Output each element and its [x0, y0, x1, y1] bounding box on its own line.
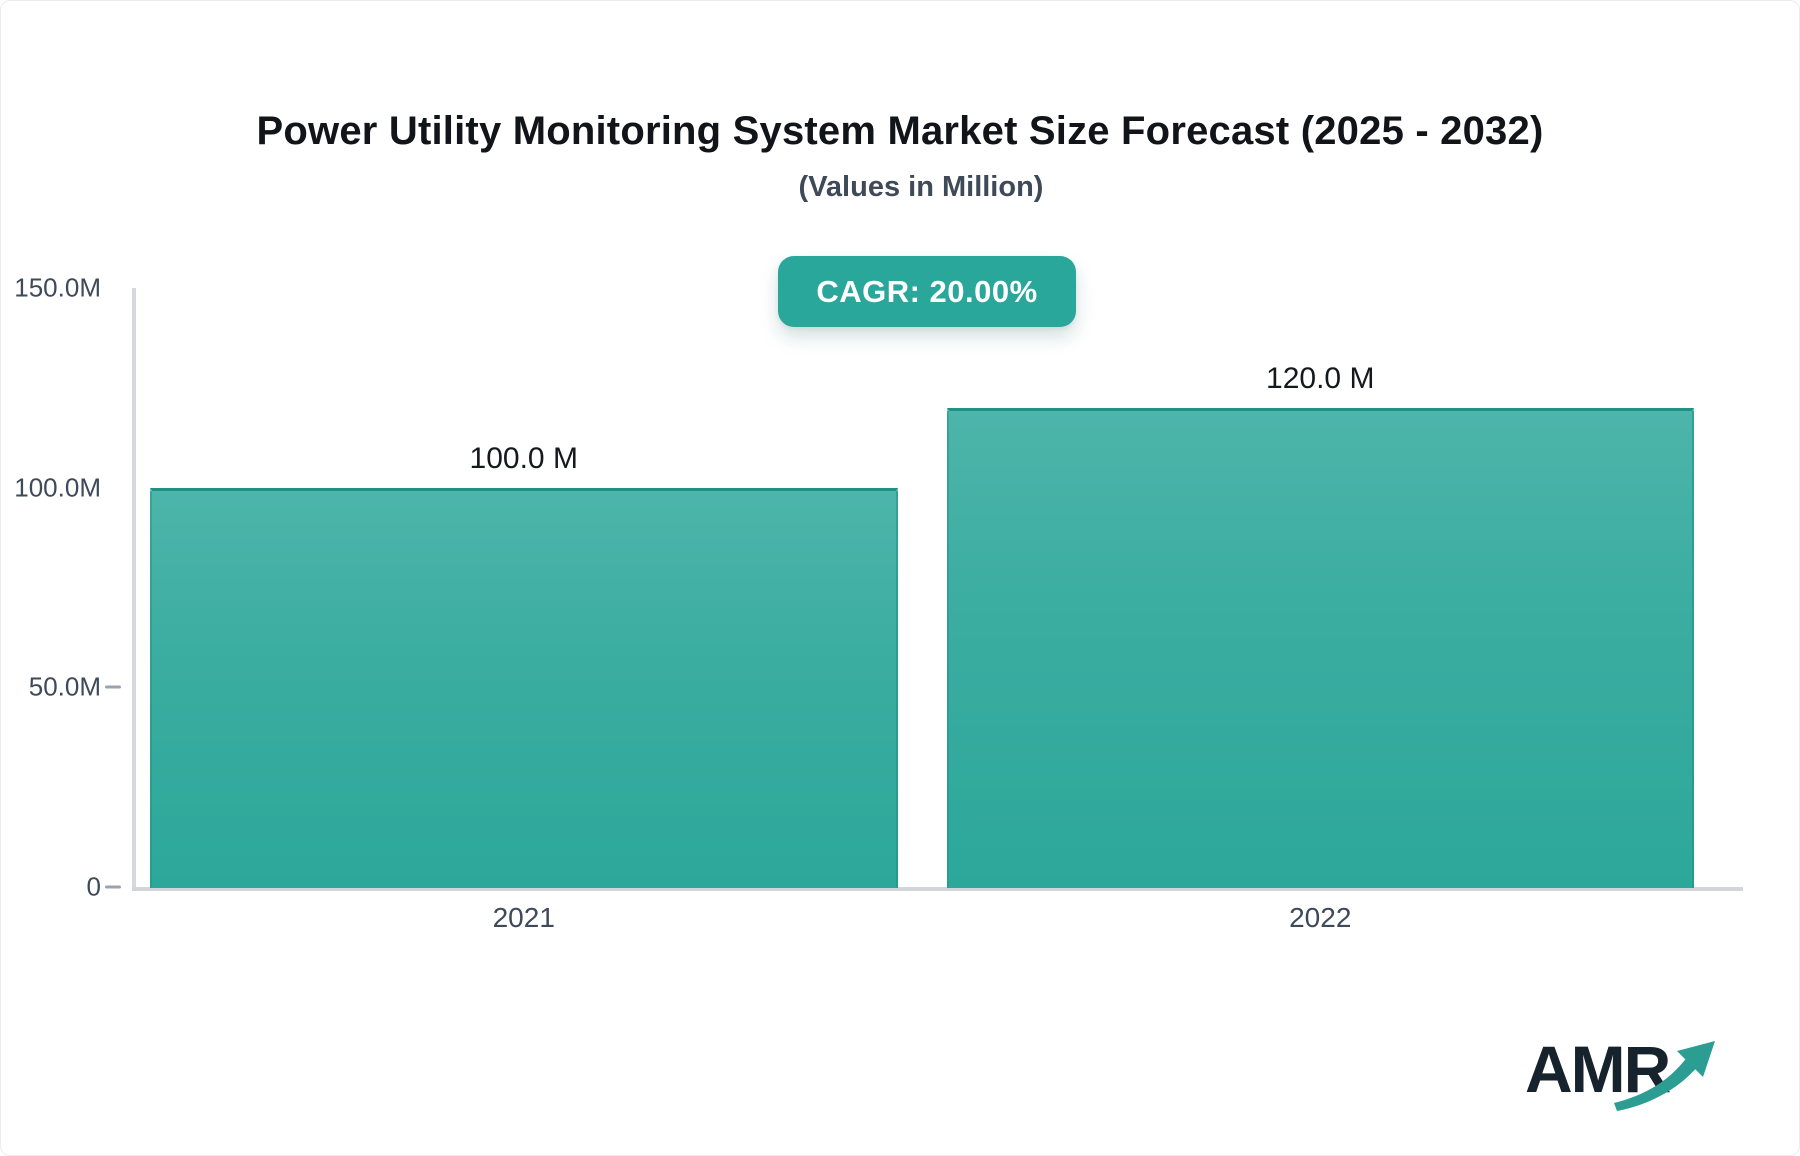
y-axis-line [132, 288, 136, 889]
y-tick-label: 150.0M [14, 272, 101, 303]
y-tick-label: 100.0M [14, 472, 101, 503]
x-category-label: 2021 [492, 902, 555, 933]
x-axis-line [132, 887, 1743, 891]
y-tick-mark [105, 685, 121, 689]
cagr-badge: CAGR: 20.00% [778, 256, 1076, 327]
bar-value-label: 100.0 M [469, 441, 578, 475]
growth-arrow-icon [1614, 1041, 1715, 1111]
x-category-label: 2022 [1289, 902, 1352, 933]
y-tick-label: 50.0M [28, 671, 101, 702]
bar-value-label: 120.0 M [1266, 361, 1375, 395]
cagr-badge-label: CAGR: 20.00% [816, 273, 1038, 309]
y-tick-label: 0 [86, 871, 101, 902]
bar-2021[interactable] [150, 487, 898, 888]
amr-logo: AMR [1525, 1023, 1725, 1119]
chart-subtitle: (Values in Million) [798, 171, 1044, 203]
bar-2022[interactable] [946, 407, 1694, 888]
y-tick-mark [105, 885, 121, 889]
chart-title: Power Utility Monitoring System Market S… [256, 109, 1544, 153]
